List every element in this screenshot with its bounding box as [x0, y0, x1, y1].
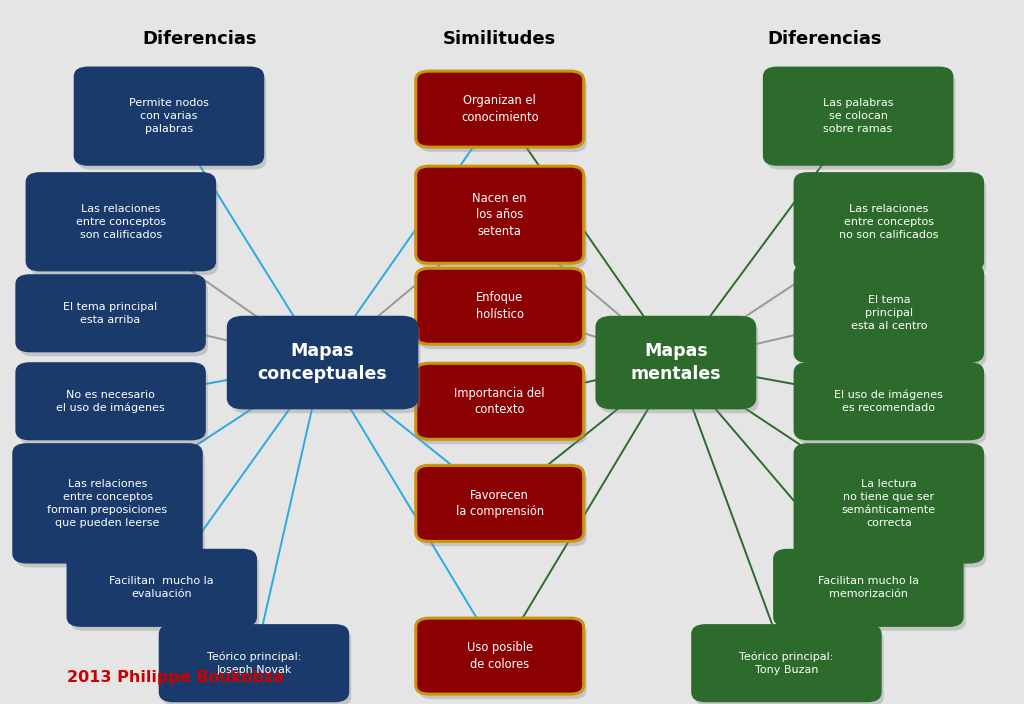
FancyBboxPatch shape — [419, 171, 587, 268]
FancyBboxPatch shape — [695, 630, 884, 704]
FancyBboxPatch shape — [416, 71, 584, 147]
FancyBboxPatch shape — [163, 630, 351, 704]
FancyBboxPatch shape — [416, 618, 584, 694]
Text: Facilitan  mucho la
evaluación: Facilitan mucho la evaluación — [110, 577, 214, 599]
Text: No es necesario
el uso de imágenes: No es necesario el uso de imágenes — [56, 389, 165, 413]
FancyBboxPatch shape — [75, 68, 263, 165]
FancyBboxPatch shape — [16, 449, 205, 567]
Text: Favorecen
la comprensión: Favorecen la comprensión — [456, 489, 544, 518]
FancyBboxPatch shape — [416, 465, 584, 541]
FancyBboxPatch shape — [692, 625, 881, 701]
Text: Las relaciones
entre conceptos
no son calificados: Las relaciones entre conceptos no son ca… — [839, 204, 939, 239]
FancyBboxPatch shape — [227, 317, 418, 408]
Text: Mapas
conceptuales: Mapas conceptuales — [258, 342, 387, 383]
FancyBboxPatch shape — [795, 363, 983, 439]
FancyBboxPatch shape — [798, 178, 986, 275]
FancyBboxPatch shape — [798, 368, 986, 444]
FancyBboxPatch shape — [416, 166, 584, 263]
FancyBboxPatch shape — [13, 444, 202, 562]
Text: Facilitan mucho la
memorización: Facilitan mucho la memorización — [818, 577, 919, 599]
FancyBboxPatch shape — [416, 363, 584, 439]
Text: Importancia del
contexto: Importancia del contexto — [455, 386, 545, 416]
FancyBboxPatch shape — [798, 449, 986, 567]
FancyBboxPatch shape — [764, 68, 952, 165]
Text: El tema principal
esta arriba: El tema principal esta arriba — [63, 302, 158, 325]
FancyBboxPatch shape — [419, 623, 587, 699]
Text: Mapas
mentales: Mapas mentales — [631, 342, 721, 383]
FancyBboxPatch shape — [71, 555, 259, 631]
FancyBboxPatch shape — [774, 550, 963, 626]
Text: Diferencias: Diferencias — [142, 30, 257, 48]
FancyBboxPatch shape — [16, 363, 205, 439]
Text: La lectura
no tiene que ser
semánticamente
correcta: La lectura no tiene que ser semánticamen… — [842, 479, 936, 527]
FancyBboxPatch shape — [68, 550, 256, 626]
Text: Las palabras
se colocan
sobre ramas: Las palabras se colocan sobre ramas — [823, 99, 893, 134]
Text: Similitudes: Similitudes — [443, 30, 556, 48]
Text: Uso posible
de colores: Uso posible de colores — [467, 641, 532, 671]
FancyBboxPatch shape — [19, 368, 208, 444]
FancyBboxPatch shape — [795, 173, 983, 270]
FancyBboxPatch shape — [419, 470, 587, 546]
FancyBboxPatch shape — [27, 173, 215, 270]
FancyBboxPatch shape — [19, 280, 208, 356]
Text: Las relaciones
entre conceptos
son calificados: Las relaciones entre conceptos son calif… — [76, 204, 166, 239]
FancyBboxPatch shape — [419, 76, 587, 152]
FancyBboxPatch shape — [777, 555, 966, 631]
Text: Teórico principal:
Joseph Novak: Teórico principal: Joseph Novak — [207, 651, 301, 675]
Text: El uso de imágenes
es recomendado: El uso de imágenes es recomendado — [835, 389, 943, 413]
Text: Enfoque
holístico: Enfoque holístico — [476, 291, 523, 321]
Text: Organizan el
conocimiento: Organizan el conocimiento — [461, 94, 539, 124]
FancyBboxPatch shape — [798, 270, 986, 367]
FancyBboxPatch shape — [767, 73, 955, 170]
Text: Permite nodos
con varias
palabras: Permite nodos con varias palabras — [129, 99, 209, 134]
FancyBboxPatch shape — [600, 322, 758, 413]
FancyBboxPatch shape — [795, 444, 983, 562]
Text: Teórico principal:
Tony Buzan: Teórico principal: Tony Buzan — [739, 651, 834, 675]
Text: Nacen en
los años
setenta: Nacen en los años setenta — [472, 191, 527, 238]
FancyBboxPatch shape — [230, 322, 420, 413]
FancyBboxPatch shape — [160, 625, 348, 701]
Text: Las relaciones
entre conceptos
forman preposiciones
que pueden leerse: Las relaciones entre conceptos forman pr… — [47, 479, 168, 527]
FancyBboxPatch shape — [795, 265, 983, 362]
FancyBboxPatch shape — [596, 317, 756, 408]
FancyBboxPatch shape — [416, 268, 584, 344]
FancyBboxPatch shape — [419, 368, 587, 444]
FancyBboxPatch shape — [78, 73, 266, 170]
FancyBboxPatch shape — [16, 275, 205, 351]
FancyBboxPatch shape — [30, 178, 218, 275]
Text: 2013 Philippe Boukobza: 2013 Philippe Boukobza — [67, 670, 284, 685]
Text: El tema
principal
esta al centro: El tema principal esta al centro — [851, 296, 927, 331]
FancyBboxPatch shape — [419, 273, 587, 349]
Text: Diferencias: Diferencias — [767, 30, 882, 48]
